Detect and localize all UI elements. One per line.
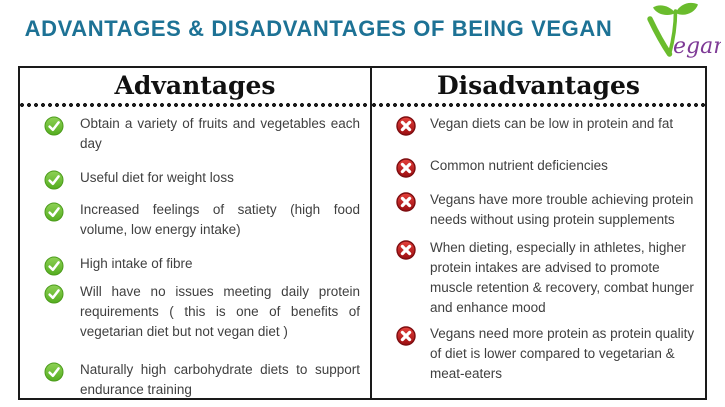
advantages-list: Obtain a variety of fruits and vegetable… — [20, 107, 370, 400]
advantages-header: Advantages — [114, 71, 276, 100]
advantage-item: Will have no issues meeting daily protei… — [20, 282, 370, 342]
dotted-divider — [372, 103, 705, 107]
check-icon — [44, 116, 64, 136]
page-title: ADVANTAGES & DISADVANTAGES OF BEING VEGA… — [24, 16, 613, 41]
disadvantage-item: When dieting, especially in athletes, hi… — [372, 238, 705, 318]
disadvantage-text: Vegan diets can be low in protein and fa… — [430, 116, 674, 131]
disadvantage-text: Common nutrient deficiencies — [430, 158, 608, 173]
advantage-item: Naturally high carbohydrate diets to sup… — [20, 360, 370, 400]
advantage-text: Useful diet for weight loss — [80, 169, 234, 185]
advantage-item: Obtain a variety of fruits and vegetable… — [20, 114, 370, 154]
check-icon — [44, 170, 64, 190]
disadvantage-item: Vegans have more trouble achieving prote… — [372, 190, 705, 230]
dotted-divider — [20, 103, 370, 107]
vegan-logo: egan — [647, 2, 721, 59]
advantage-item: Useful diet for weight loss — [20, 168, 370, 190]
advantage-text: Naturally high carbohydrate diets to sup… — [80, 361, 360, 397]
disadvantage-text: When dieting, especially in athletes, hi… — [430, 239, 694, 315]
advantage-text: High intake of fibre — [80, 255, 193, 271]
disadvantages-column: Disadvantages Vegan diets can be low in … — [372, 68, 705, 398]
advantage-text: Obtain a variety of fruits and vegetable… — [80, 116, 360, 151]
disadvantages-list: Vegan diets can be low in protein and fa… — [372, 107, 705, 398]
advantage-item: Increased feelings of satiety (high food… — [20, 200, 370, 240]
advantages-column: Advantages Obtain a variety of fruits an… — [20, 68, 372, 398]
advantage-item: High intake of fibre — [20, 254, 370, 276]
comparison-table: Advantages Obtain a variety of fruits an… — [18, 66, 707, 400]
cross-icon — [396, 192, 416, 212]
disadvantage-item: Vegans need more protein as protein qual… — [372, 324, 705, 384]
advantage-text: Will have no issues meeting daily protei… — [80, 283, 360, 339]
disadvantage-item: Common nutrient deficiencies — [372, 156, 705, 178]
vegan-logo-script: egan — [673, 34, 721, 59]
check-icon — [44, 256, 64, 276]
cross-icon — [396, 326, 416, 346]
advantage-text: Increased feelings of satiety (high food… — [80, 201, 360, 237]
check-icon — [44, 284, 64, 304]
cross-icon — [396, 158, 416, 178]
disadvantage-item: Vegan diets can be low in protein and fa… — [372, 114, 705, 136]
disadvantage-text: Vegans have more trouble achieving prote… — [430, 192, 694, 227]
disadvantages-header: Disadvantages — [436, 71, 641, 100]
check-icon — [44, 362, 64, 382]
vegan-logo-v-plant — [647, 2, 698, 57]
cross-icon — [396, 116, 416, 136]
disadvantage-text: Vegans need more protein as protein qual… — [430, 325, 695, 381]
cross-icon — [396, 240, 416, 260]
check-icon — [44, 202, 64, 222]
